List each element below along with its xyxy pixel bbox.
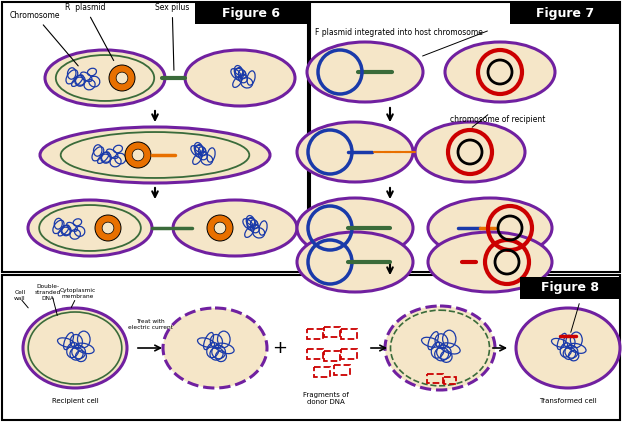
Ellipse shape [516,308,620,388]
Ellipse shape [385,306,495,390]
Ellipse shape [28,312,122,384]
Ellipse shape [61,132,250,178]
Ellipse shape [297,122,413,182]
Ellipse shape [125,142,151,168]
Ellipse shape [297,232,413,292]
Ellipse shape [307,42,423,102]
Ellipse shape [173,200,297,256]
Text: Sex pilus: Sex pilus [155,3,189,70]
Text: R  plasmid: R plasmid [65,3,114,60]
Ellipse shape [445,42,555,102]
Ellipse shape [45,50,165,106]
Text: Integrated DNA: Integrated DNA [555,292,601,297]
Text: Figure 7: Figure 7 [536,6,594,19]
FancyBboxPatch shape [310,2,620,272]
Ellipse shape [109,65,135,91]
Text: Figure 8: Figure 8 [541,281,599,294]
Text: Chromosome: Chromosome [10,11,78,66]
Ellipse shape [185,50,295,106]
Ellipse shape [40,127,270,183]
Ellipse shape [95,215,121,241]
Ellipse shape [428,232,552,292]
FancyBboxPatch shape [510,2,620,24]
FancyBboxPatch shape [195,2,308,24]
Ellipse shape [207,215,233,241]
Ellipse shape [116,72,128,84]
Ellipse shape [39,205,141,251]
Text: Fragments of
donor DNA: Fragments of donor DNA [303,392,349,405]
Ellipse shape [102,222,114,234]
Ellipse shape [428,198,552,258]
Text: chromosome of recipient: chromosome of recipient [450,115,545,124]
Text: Double-
stranded
DNA: Double- stranded DNA [35,284,61,301]
Text: Recipient cell: Recipient cell [52,398,99,404]
Text: Treat with
electric current: Treat with electric current [127,319,172,330]
Ellipse shape [56,55,154,101]
Ellipse shape [214,222,226,234]
Ellipse shape [297,198,413,258]
Text: Cytoplasmic
membrane: Cytoplasmic membrane [60,288,96,299]
Ellipse shape [163,308,267,388]
FancyBboxPatch shape [2,2,308,272]
Text: Cell
wall: Cell wall [14,290,26,301]
FancyBboxPatch shape [2,275,620,420]
Text: F plasmid integrated into host chromosome: F plasmid integrated into host chromosom… [315,28,483,37]
Ellipse shape [391,310,489,386]
Text: Figure 6: Figure 6 [222,6,280,19]
Ellipse shape [415,122,525,182]
Ellipse shape [132,149,144,161]
Ellipse shape [28,200,152,256]
Text: +: + [273,339,288,357]
Ellipse shape [23,308,127,388]
FancyBboxPatch shape [520,277,620,299]
Text: Transformed cell: Transformed cell [539,398,597,404]
